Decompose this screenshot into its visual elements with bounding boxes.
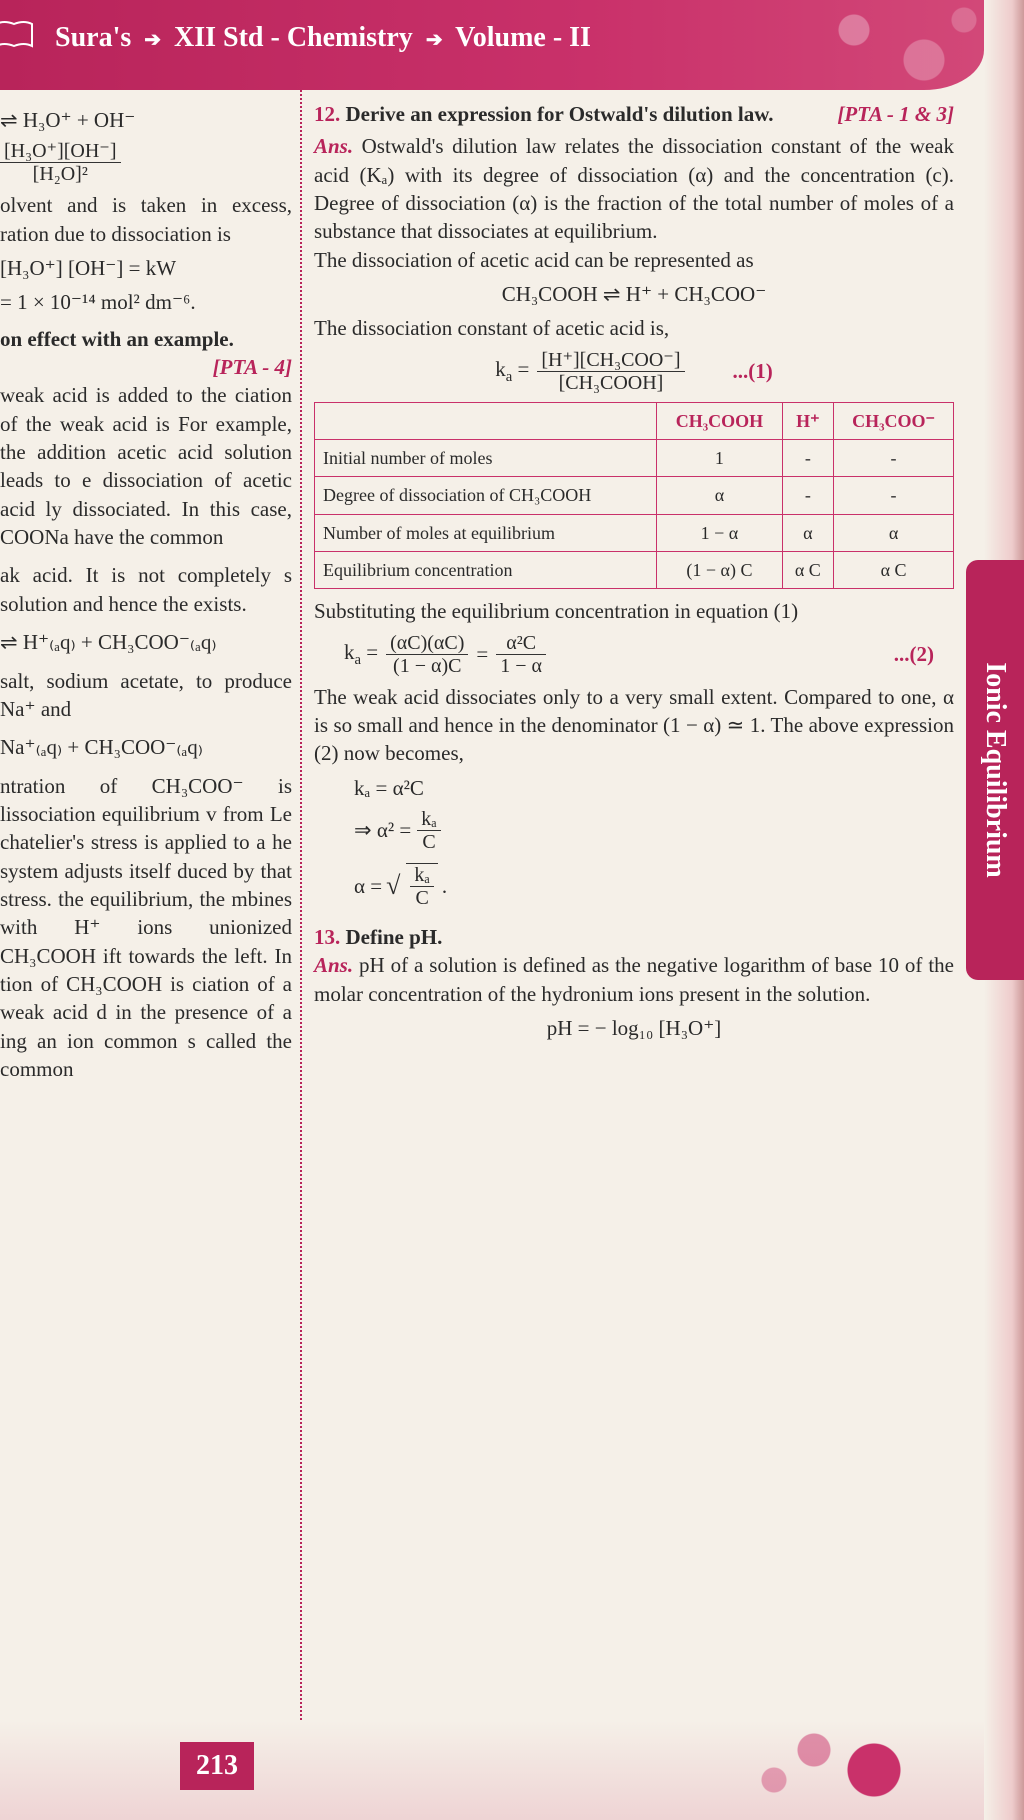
table-row: Number of moles at equilibrium 1 − α α α <box>315 514 954 551</box>
page-footer <box>0 1720 984 1820</box>
equation: α = √ kₐ C . <box>314 863 954 909</box>
eq-number: ...(2) <box>894 640 934 668</box>
content-area: ⇌ H₃O⁺ + OH⁻ [H₃O⁺][OH⁻] [H₂O]² olvent a… <box>0 90 964 1720</box>
equation-ka: ka = [H⁺][CH₃COO⁻] [CH₃COOH] ...(1) <box>314 349 954 394</box>
table-cell: - <box>834 477 954 514</box>
paragraph: Ostwald's dilution law relates the disso… <box>314 134 954 243</box>
table-row: Equilibrium concentration (1 − α) C α C … <box>315 551 954 588</box>
table-cell: - <box>834 440 954 477</box>
arrow-icon: ➔ <box>144 29 161 51</box>
equation: pH = − log₁₀ [H₃O⁺] <box>314 1014 954 1042</box>
pta-ref: [PTA - 1 & 3] <box>837 100 954 128</box>
page-number: 213 <box>180 1742 254 1790</box>
chapter-title: Ionic Equilibrium <box>979 662 1011 878</box>
paragraph: The dissociation constant of acetic acid… <box>314 314 954 342</box>
answer-body: Ans. Ostwald's dilution law relates the … <box>314 132 954 245</box>
left-column: ⇌ H₃O⁺ + OH⁻ [H₃O⁺][OH⁻] [H₂O]² olvent a… <box>0 90 300 1720</box>
eq-number: ...(1) <box>733 357 773 385</box>
frac-den: C <box>417 831 440 853</box>
frac-num: (αC)(αC) <box>386 632 468 655</box>
table-header: H⁺ <box>782 402 834 439</box>
frac-den: [H₂O]² <box>0 163 121 185</box>
volume: Volume - II <box>455 22 591 53</box>
table-cell: α C <box>834 551 954 588</box>
paragraph: salt, sodium acetate, to produce Na⁺ and <box>0 667 292 724</box>
paragraph: pH of a solution is defined as the negat… <box>314 953 954 1005</box>
table-cell: - <box>782 440 834 477</box>
equation: ⇌ H₃O⁺ + OH⁻ <box>0 106 292 134</box>
frac-den: (1 − α)C <box>386 655 468 677</box>
chapter-tab: Ionic Equilibrium <box>966 560 1024 980</box>
table-cell: Degree of dissociation of CH₃COOH <box>315 477 657 514</box>
heading: on effect with an example. <box>0 325 292 353</box>
paragraph: ntration of CH₃COO⁻ is lissociation equi… <box>0 772 292 1084</box>
header-title: Sura's ➔ XII Std - Chemistry ➔ Volume - … <box>20 22 591 54</box>
equation: kₐ = α²C <box>314 774 954 802</box>
equation: ⇌ H⁺₍ₐq₎ + CH₃COO⁻₍ₐq₎ <box>0 628 292 656</box>
equation: = 1 × 10⁻¹⁴ mol² dm⁻⁶. <box>0 288 292 316</box>
table-cell: 1 − α <box>657 514 782 551</box>
book-page: Sura's ➔ XII Std - Chemistry ➔ Volume - … <box>0 0 1024 1820</box>
equilibrium-table: CH₃COOH H⁺ CH₃COO⁻ Initial number of mol… <box>314 402 954 589</box>
equation-ka2: ka = (αC)(αC) (1 − α)C = α²C 1 − α ...(2… <box>314 632 954 677</box>
table-cell: - <box>782 477 834 514</box>
paragraph: The weak acid dissociates only to a very… <box>314 683 954 768</box>
eq-lhs: ⇒ α² = <box>354 816 411 844</box>
question-13: 13. Define pH. <box>314 923 954 951</box>
table-cell: Equilibrium concentration <box>315 551 657 588</box>
equation: ⇒ α² = kₐ C <box>314 808 954 853</box>
table-cell: 1 <box>657 440 782 477</box>
frac-den: [CH₃COOH] <box>537 372 684 394</box>
brand: Sura's <box>55 22 131 53</box>
question-number: 12. <box>314 102 340 126</box>
equation: [H₃O⁺] [OH⁻] = kW <box>0 254 292 282</box>
equation: Na⁺₍ₐq₎ + CH₃COO⁻₍ₐq₎ <box>0 733 292 761</box>
pta-ref: [PTA - 4] <box>0 353 292 381</box>
paragraph: ak acid. It is not completely s solution… <box>0 561 292 618</box>
table-cell: Initial number of moles <box>315 440 657 477</box>
question-text: Define pH. <box>346 925 443 949</box>
table-cell: (1 − α) C <box>657 551 782 588</box>
table-header: CH₃COO⁻ <box>834 402 954 439</box>
table-cell: α <box>834 514 954 551</box>
ans-label: Ans. <box>314 134 353 158</box>
frac-num: kₐ <box>410 864 433 887</box>
table-row: Initial number of moles 1 - - <box>315 440 954 477</box>
paragraph: The dissociation of acetic acid can be r… <box>314 246 954 274</box>
arrow-icon: ➔ <box>426 29 443 51</box>
table-header-row: CH₃COOH H⁺ CH₃COO⁻ <box>315 402 954 439</box>
equation-frac: [H₃O⁺][OH⁻] [H₂O]² <box>0 140 292 185</box>
question-text: Derive an expression for Ostwald's dilut… <box>346 102 774 126</box>
frac-den: 1 − α <box>496 655 546 677</box>
frac-num: kₐ <box>417 808 440 831</box>
std: XII Std <box>174 22 263 53</box>
frac-den: C <box>410 887 433 909</box>
paragraph: weak acid is added to the ciation of the… <box>0 381 292 551</box>
question-12: 12. Derive an expression for Ostwald's d… <box>314 100 954 128</box>
equation: CH₃COOH ⇌ H⁺ + CH₃COO⁻ <box>314 280 954 308</box>
frac-num: [H⁺][CH₃COO⁻] <box>537 349 684 372</box>
right-column: 12. Derive an expression for Ostwald's d… <box>300 90 964 1720</box>
table-header: CH₃COOH <box>657 402 782 439</box>
table-cell: Number of moles at equilibrium <box>315 514 657 551</box>
subject: Chemistry <box>287 22 413 53</box>
answer-body: Ans. pH of a solution is defined as the … <box>314 951 954 1008</box>
paragraph: olvent and is taken in excess, ration du… <box>0 191 292 248</box>
ans-label: Ans. <box>314 953 353 977</box>
table-cell: α <box>657 477 782 514</box>
frac-num: [H₃O⁺][OH⁻] <box>0 140 121 163</box>
paragraph: Substituting the equilibrium concentrati… <box>314 597 954 625</box>
table-cell: α C <box>782 551 834 588</box>
question-number: 13. <box>314 925 340 949</box>
table-header <box>315 402 657 439</box>
table-cell: α <box>782 514 834 551</box>
eq-lhs: α = <box>354 872 382 900</box>
frac-num: α²C <box>496 632 546 655</box>
table-row: Degree of dissociation of CH₃COOH α - - <box>315 477 954 514</box>
